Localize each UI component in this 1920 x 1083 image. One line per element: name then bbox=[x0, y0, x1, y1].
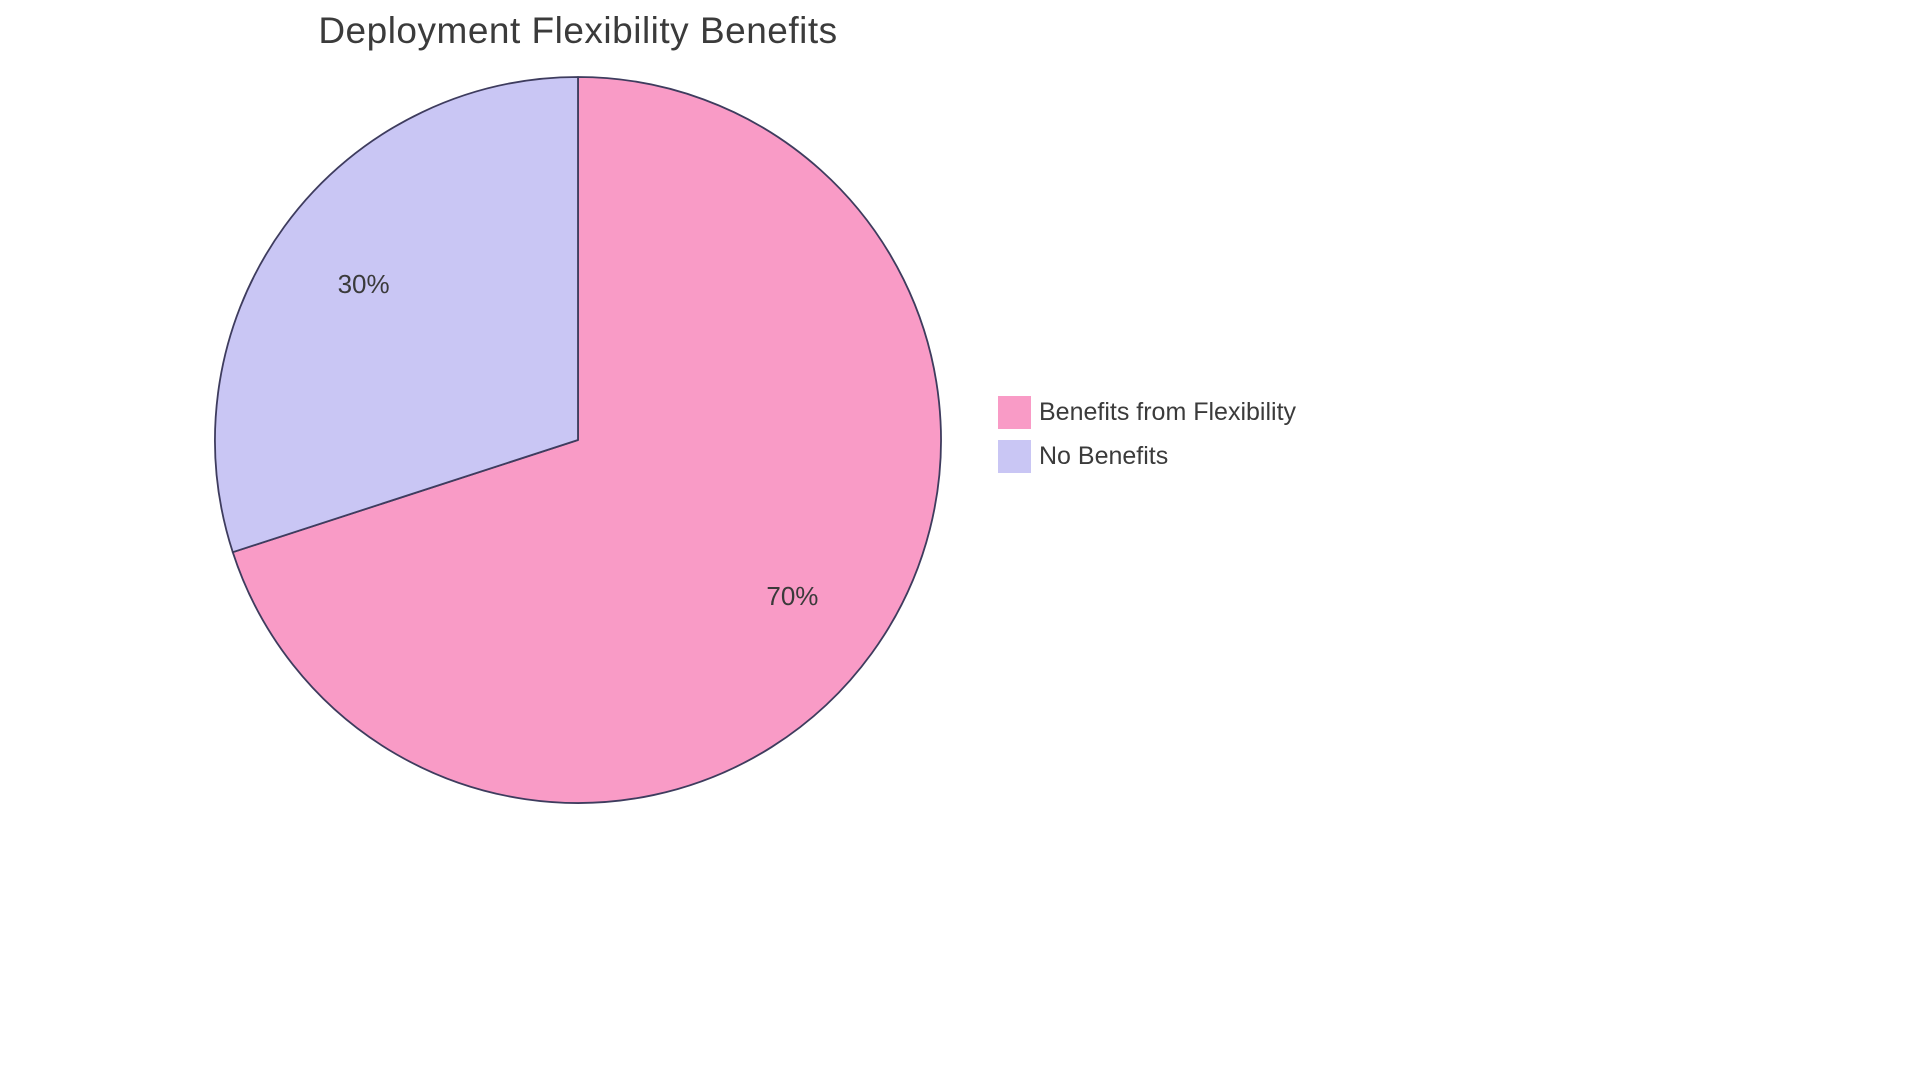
legend: Benefits from Flexibility No Benefits bbox=[998, 396, 1296, 473]
legend-swatch-no-benefits-icon bbox=[998, 440, 1031, 473]
legend-item-no-benefits[interactable]: No Benefits bbox=[998, 440, 1296, 473]
legend-label-benefits: Benefits from Flexibility bbox=[1039, 398, 1297, 426]
legend-label-no-benefits: No Benefits bbox=[1039, 442, 1169, 470]
pie-slice-1[interactable] bbox=[214, 76, 579, 554]
slice-percent-label-1: 30% bbox=[338, 269, 390, 299]
legend-item-benefits[interactable]: Benefits from Flexibility bbox=[998, 396, 1296, 429]
pie-slice-0[interactable] bbox=[231, 76, 942, 804]
chart-title: Deployment Flexibility Benefits bbox=[318, 10, 838, 51]
slice-percent-label-0: 70% bbox=[766, 581, 818, 611]
legend-swatch-benefits-icon bbox=[998, 396, 1031, 429]
